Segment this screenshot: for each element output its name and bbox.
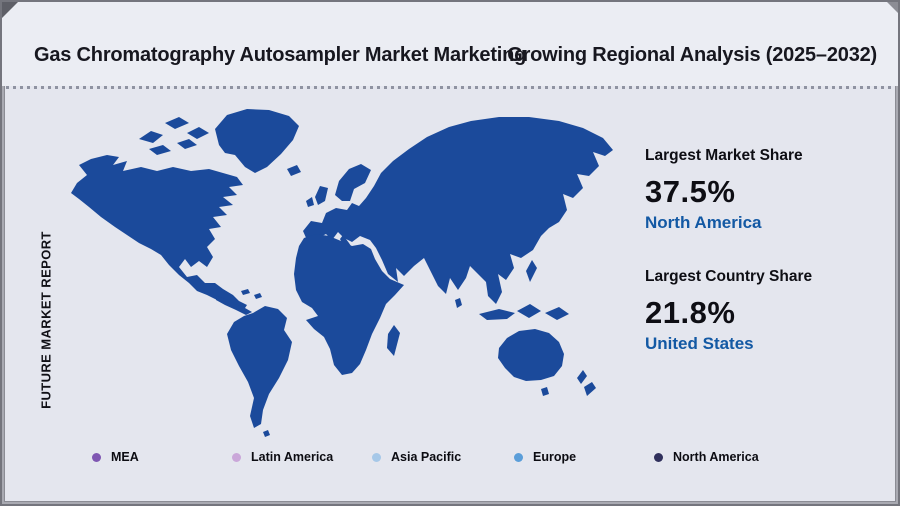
- map-japan: [523, 196, 543, 223]
- legend-dot-north-america-icon: [654, 452, 663, 462]
- page-title-left: Gas Chromatography Autosampler Market Ma…: [34, 44, 527, 66]
- header: [2, 2, 898, 86]
- legend-item-europe: Europe: [514, 450, 576, 464]
- map-africa: [294, 234, 404, 375]
- legend-label: Asia Pacific: [391, 450, 462, 464]
- map-north-america: [71, 155, 247, 311]
- dotted-divider: [6, 86, 894, 89]
- largest-market-share-label: Largest Market Share: [645, 147, 803, 164]
- legend-label: Europe: [533, 450, 577, 464]
- map-central-america: [215, 295, 252, 315]
- map-british-isles: [306, 186, 328, 207]
- legend-dot-mea-icon: [92, 452, 101, 462]
- legend-dot-asia-pacific-icon: [372, 452, 381, 462]
- map-sri-lanka: [455, 298, 462, 308]
- legend-label: MEA: [111, 450, 139, 464]
- world-map: [71, 109, 613, 437]
- legend-dot-latin-america-icon: [232, 452, 241, 462]
- largest-country-share-label: Largest Country Share: [645, 268, 813, 285]
- legend: MEA Latin America Asia Pacific Europe No…: [2, 450, 898, 470]
- legend-item-mea: MEA: [92, 450, 139, 464]
- legend-label: North America: [673, 450, 759, 464]
- page-title-right-overlay: Growing Regional Analysis (2025–2032): [507, 44, 877, 66]
- legend-dot-europe-icon: [514, 452, 523, 462]
- largest-country-share-country: United States: [645, 334, 754, 353]
- largest-market-share-value: 37.5%: [645, 174, 736, 209]
- map-scandinavia: [335, 164, 371, 201]
- legend-item-asia-pacific: Asia Pacific: [372, 450, 461, 464]
- largest-country-share-value: 21.8%: [645, 295, 736, 330]
- map-arctic-islands: [139, 117, 209, 155]
- map-iceland: [287, 165, 301, 176]
- map-greenland: [215, 109, 299, 173]
- legend-item-north-america: North America: [654, 450, 759, 464]
- map-australia: [498, 329, 564, 396]
- legend-item-latin-america: Latin America: [232, 450, 333, 464]
- world-map-landmasses: [71, 109, 613, 437]
- map-philippines: [526, 260, 537, 282]
- corner-decoration-top-left-icon: [2, 2, 18, 18]
- largest-market-share-region: North America: [645, 213, 762, 232]
- map-caribbean: [241, 289, 262, 299]
- map-eurasia: [303, 117, 613, 304]
- legend-label: Latin America: [251, 450, 334, 464]
- map-madagascar: [387, 325, 400, 356]
- map-south-america: [227, 306, 292, 437]
- map-new-zealand: [577, 370, 596, 396]
- brand-watermark: FUTURE MARKET REPORT: [38, 231, 54, 409]
- map-indonesia-new-guinea: [479, 304, 569, 320]
- corner-decoration-top-right-icon: [887, 2, 898, 13]
